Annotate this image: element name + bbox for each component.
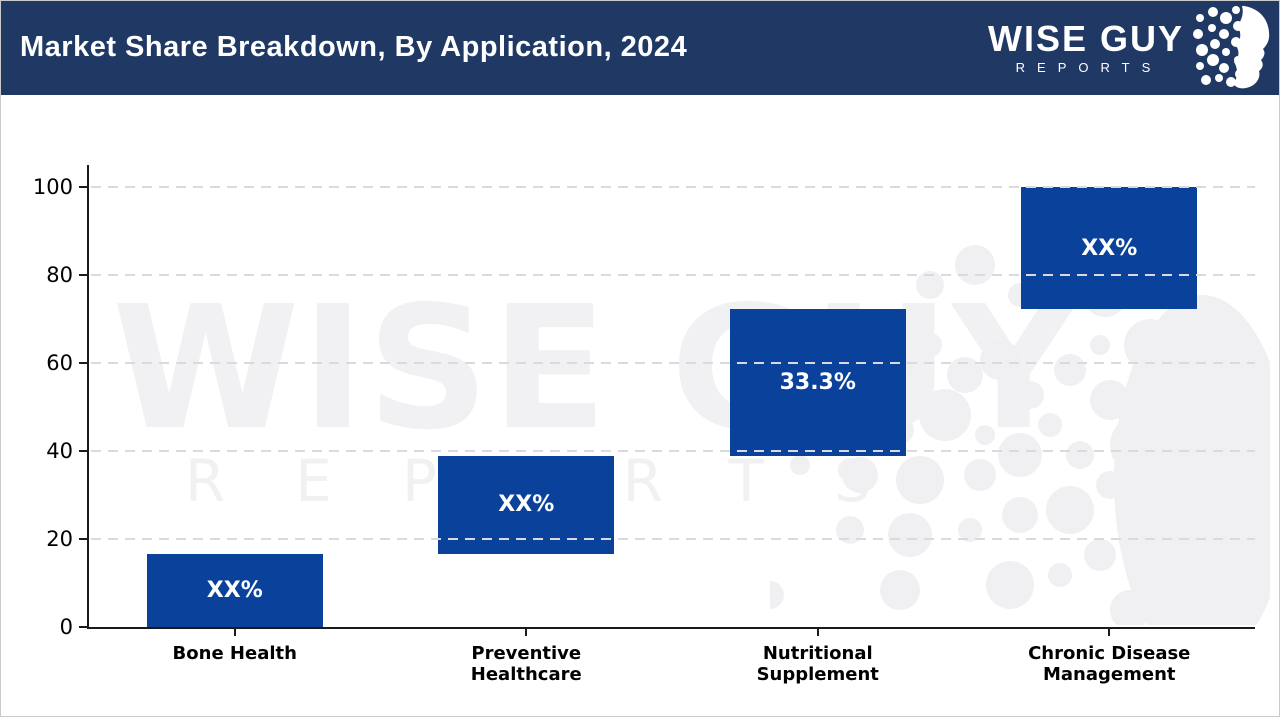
watermark-brand-text: WISE GUY [112,270,1078,468]
x-category-label-line: Healthcare [470,664,582,685]
x-axis-tick [525,629,528,636]
x-category-label-line: Chronic Disease [1028,643,1191,664]
logo-face-icon [1193,5,1270,88]
header-bar: Market Share Breakdown, By Application, … [0,0,1280,95]
wise-guy-logo: WISE GUY REPORTS [988,0,1272,95]
x-category-label: Nutritional Supplement [672,643,964,685]
x-category-label-line: Bone Health [172,643,297,664]
y-axis-tick-label: 100 [32,175,73,199]
y-axis-tick [79,362,87,364]
y-axis-line [87,165,89,629]
y-axis-tick [79,538,87,540]
x-axis-tick [816,629,819,636]
y-axis-tick-label: 80 [46,263,73,287]
x-category-label: Bone Health [89,643,381,664]
bar-value-label: XX% [498,492,555,518]
logo-text: WISE GUY REPORTS [987,17,1184,75]
y-axis-tick [79,450,87,452]
x-axis-line [87,627,1255,629]
gridline [91,186,1255,188]
x-axis-tick [233,629,236,636]
x-category-label: Chronic Disease Management [964,643,1256,685]
bar-segment: XX% [438,455,615,554]
gridline [91,274,1255,276]
y-axis-tick [79,626,87,628]
gridline [91,362,1255,364]
bar-value-label: XX% [206,577,263,603]
gridline [91,450,1255,452]
y-axis-tick [79,186,87,188]
y-axis-tick-label: 40 [46,439,73,463]
x-category-label-line: Nutritional [762,643,873,664]
bar-segment: XX% [146,553,323,627]
y-axis-tick [79,274,87,276]
bar-value-label: XX% [1081,235,1138,261]
gridline [91,538,1255,540]
chart-area: WISE GUY REPORTS XX%XX%33.3%XX%020406080… [0,95,1280,720]
x-category-label-line: Supplement [756,664,879,685]
bar-value-label: 33.3% [779,370,856,396]
x-axis-tick [1108,629,1111,636]
bar-segment: XX% [1021,187,1198,310]
x-category-label-line: Management [1043,664,1176,685]
page-title: Market Share Breakdown, By Application, … [20,31,688,63]
logo-tagline-text: REPORTS [1015,59,1163,75]
x-category-label-line: Preventive [471,643,582,664]
bar-segment: 33.3% [729,309,906,456]
y-axis-tick-label: 60 [46,351,73,375]
y-axis-tick-label: 0 [59,615,73,639]
logo-brand-text: WISE GUY [987,17,1184,59]
y-axis-tick-label: 20 [46,527,73,551]
x-category-label: Preventive Healthcare [381,643,673,685]
